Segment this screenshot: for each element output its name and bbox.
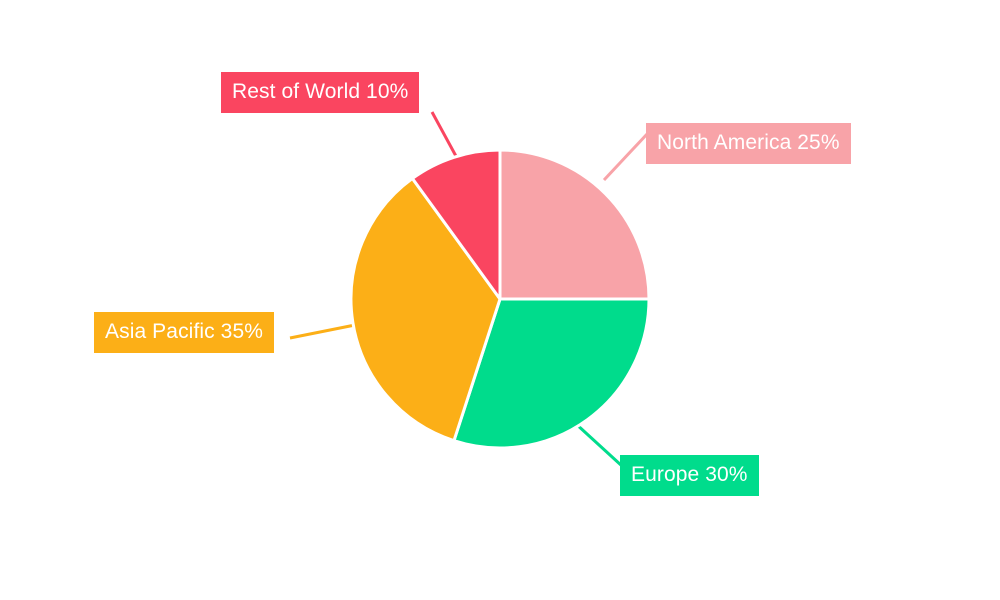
slice-label-rest-of-world: Rest of World 10% xyxy=(221,72,420,113)
slice-label-text: Europe 30% xyxy=(631,463,748,486)
slice-label-europe: Europe 30% xyxy=(620,455,759,496)
pie-slice-asia-pacific xyxy=(349,176,502,443)
pie-slices xyxy=(349,148,651,450)
leader-line-north-america xyxy=(602,131,650,182)
pie-slice-north-america xyxy=(498,148,651,301)
slice-label-text: Asia Pacific 35% xyxy=(105,320,264,343)
slice-label-north-america: North America 25% xyxy=(646,123,851,164)
slice-label-asia-pacific: Asia Pacific 35% xyxy=(94,312,275,353)
slice-label-text: North America 25% xyxy=(657,131,840,154)
leader-line-europe xyxy=(573,421,624,468)
leader-lines xyxy=(289,111,650,468)
leader-line-asia-pacific xyxy=(289,323,356,340)
pie-slice-rest-of-world xyxy=(410,148,502,301)
leader-line-rest-of-world xyxy=(430,111,459,159)
pie-slice-europe xyxy=(452,297,651,450)
slice-label-text: Rest of World 10% xyxy=(232,80,409,103)
